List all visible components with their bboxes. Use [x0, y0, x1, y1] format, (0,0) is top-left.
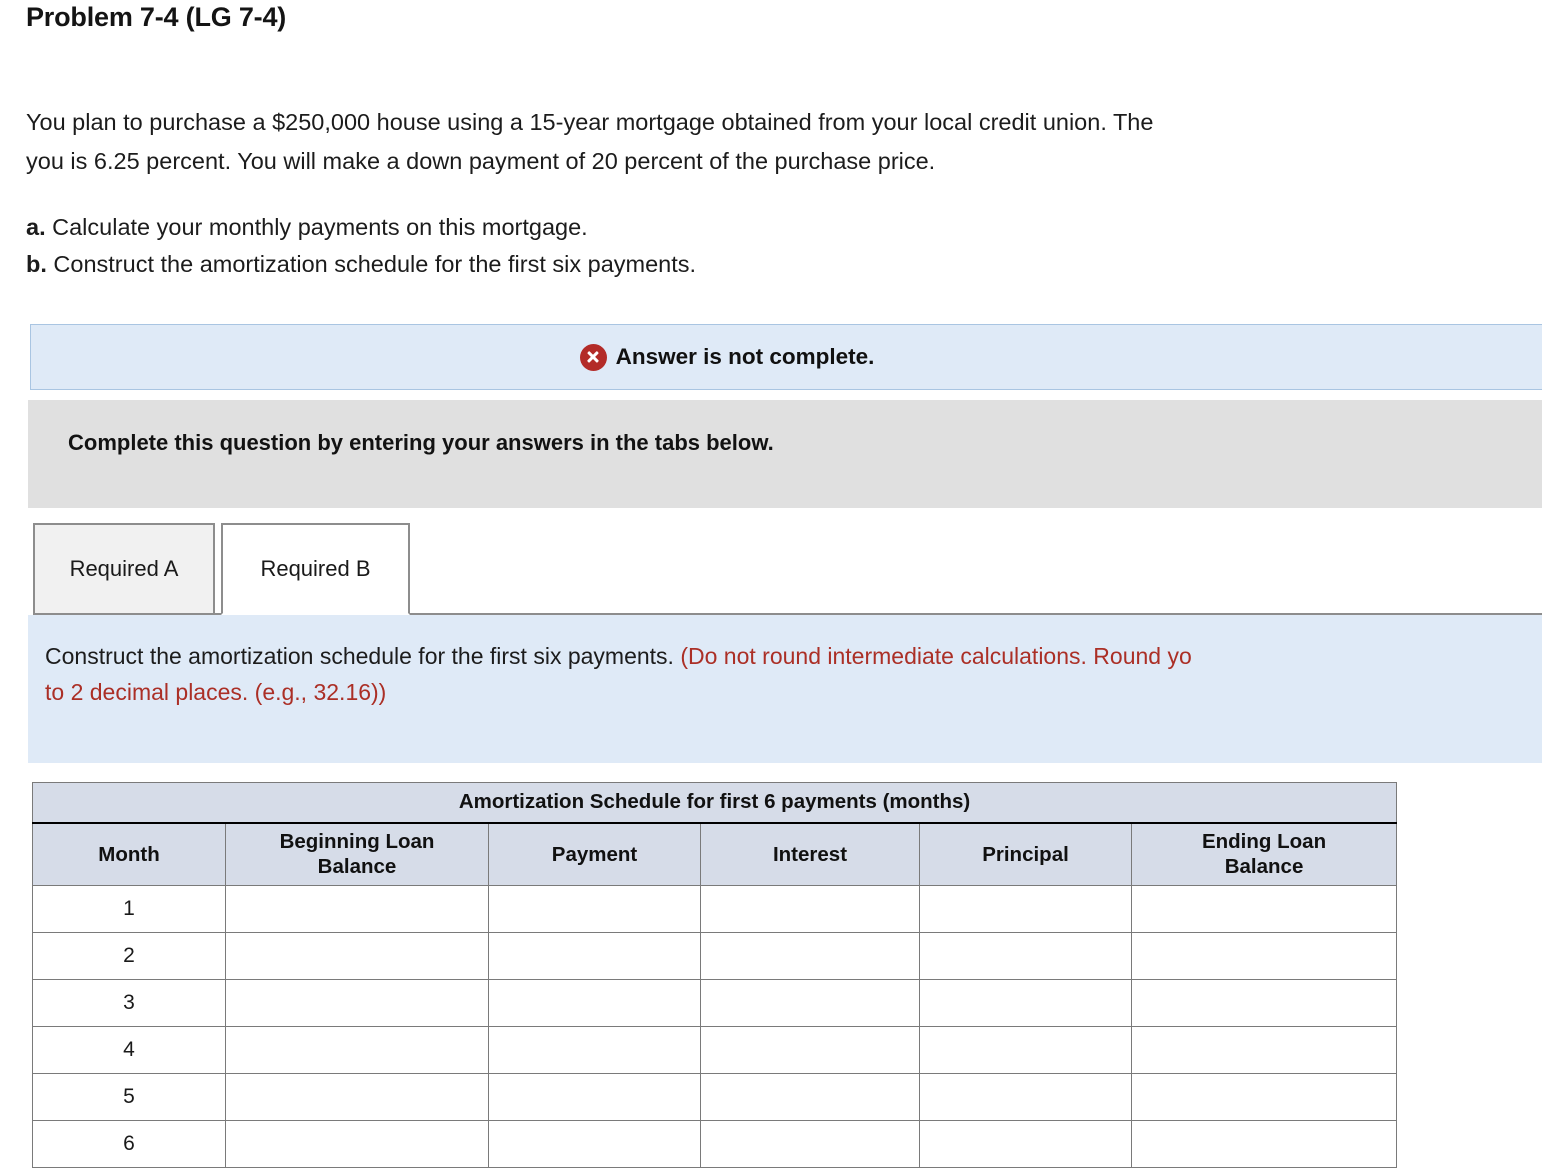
- requirement-panel-prompt: Construct the amortization schedule for …: [45, 643, 674, 669]
- input-interest[interactable]: [700, 1026, 920, 1074]
- tab-required-a[interactable]: Required A: [33, 523, 215, 615]
- column-header-ending-loan-balance-line-2: Balance: [1224, 855, 1304, 879]
- table-row: 1: [32, 885, 1398, 933]
- input-ending-balance[interactable]: [1130, 1120, 1398, 1168]
- input-payment[interactable]: [488, 979, 701, 1027]
- amortization-schedule-table: Amortization Schedule for first 6 paymen…: [31, 782, 1398, 1168]
- input-principal[interactable]: [919, 932, 1132, 980]
- requirement-item-b-text: Construct the amortization schedule for …: [53, 251, 697, 277]
- column-header-month-line-1: Month: [98, 842, 160, 866]
- table-header: Amortization Schedule for first 6 paymen…: [31, 782, 1398, 886]
- requirement-item-a-label: a.: [26, 214, 46, 240]
- input-ending-balance[interactable]: [1130, 885, 1398, 933]
- column-header-ending-loan-balance: Ending Loan Balance: [1130, 822, 1398, 886]
- column-header-principal: Principal: [919, 822, 1132, 886]
- cell-month: 2: [32, 932, 226, 980]
- table-row: 4: [32, 1026, 1398, 1074]
- input-principal[interactable]: [919, 1026, 1132, 1074]
- status-banner: Answer is not complete.: [30, 324, 1542, 390]
- column-header-interest-line-1: Interest: [772, 842, 848, 866]
- input-beginning-balance[interactable]: [225, 1073, 489, 1121]
- requirement-panel-line-2: to 2 decimal places. (e.g., 32.16)): [45, 674, 1542, 710]
- requirement-item-b: b. Construct the amortization schedule f…: [26, 246, 696, 283]
- input-principal[interactable]: [919, 885, 1132, 933]
- input-beginning-balance[interactable]: [225, 885, 489, 933]
- cell-month: 3: [32, 979, 226, 1027]
- input-payment[interactable]: [488, 932, 701, 980]
- table-caption-row: Amortization Schedule for first 6 paymen…: [31, 782, 1398, 824]
- input-interest[interactable]: [700, 1120, 920, 1168]
- tab-bar: Required A Required B: [0, 523, 1542, 615]
- input-interest[interactable]: [700, 979, 920, 1027]
- tab-required-a-label: Required A: [69, 556, 179, 581]
- requirement-panel-text: Construct the amortization schedule for …: [45, 638, 1542, 710]
- column-header-ending-loan-balance-line-1: Ending Loan: [1201, 830, 1327, 854]
- table-row: 3: [32, 979, 1398, 1027]
- input-principal[interactable]: [919, 979, 1132, 1027]
- problem-requirements-list: a. Calculate your monthly payments on th…: [26, 209, 696, 283]
- tab-baseline: [33, 613, 1542, 615]
- table-body: 1 2 3: [32, 885, 1398, 1168]
- input-payment[interactable]: [488, 1073, 701, 1121]
- column-header-interest: Interest: [700, 822, 920, 886]
- input-payment[interactable]: [488, 1026, 701, 1074]
- input-ending-balance[interactable]: [1130, 1026, 1398, 1074]
- input-payment[interactable]: [488, 1120, 701, 1168]
- input-ending-balance[interactable]: [1130, 932, 1398, 980]
- table-row: 6: [32, 1120, 1398, 1168]
- input-beginning-balance[interactable]: [225, 1026, 489, 1074]
- input-interest[interactable]: [700, 932, 920, 980]
- instruction-bar: Complete this question by entering your …: [28, 400, 1542, 508]
- cell-month: 1: [32, 885, 226, 933]
- input-principal[interactable]: [919, 1073, 1132, 1121]
- problem-statement-line-1: You plan to purchase a $250,000 house us…: [26, 109, 1154, 135]
- input-interest[interactable]: [700, 1073, 920, 1121]
- column-header-beginning-loan-balance-line-2: Balance: [317, 855, 397, 879]
- requirement-panel-note-part-2: to 2 decimal places. (e.g., 32.16)): [45, 679, 387, 705]
- column-header-payment-line-1: Payment: [551, 842, 638, 866]
- table-row: 5: [32, 1073, 1398, 1121]
- table-caption: Amortization Schedule for first 6 paymen…: [31, 782, 1398, 824]
- problem-statement: You plan to purchase a $250,000 house us…: [26, 103, 1542, 181]
- table-column-header-row: Month Beginning Loan Balance Payment Int…: [32, 822, 1398, 886]
- table-row: 2: [32, 932, 1398, 980]
- column-header-month: Month: [32, 822, 226, 886]
- requirement-item-a-text: Calculate your monthly payments on this …: [52, 214, 588, 240]
- cell-month: 5: [32, 1073, 226, 1121]
- requirement-item-b-label: b.: [26, 251, 47, 277]
- input-ending-balance[interactable]: [1130, 979, 1398, 1027]
- requirement-panel-note-part-1: (Do not round intermediate calculations.…: [680, 643, 1192, 669]
- problem-statement-line-2: you is 6.25 percent. You will make a dow…: [26, 148, 936, 174]
- cell-month: 6: [32, 1120, 226, 1168]
- page-title: Problem 7-4 (LG 7-4): [26, 2, 287, 32]
- input-principal[interactable]: [919, 1120, 1132, 1168]
- column-header-beginning-loan-balance: Beginning Loan Balance: [225, 822, 489, 886]
- error-circle-x-icon: [579, 343, 607, 371]
- requirement-panel-line-1: Construct the amortization schedule for …: [45, 638, 1542, 674]
- requirement-panel: Construct the amortization schedule for …: [28, 615, 1542, 763]
- cell-month: 4: [32, 1026, 226, 1074]
- input-payment[interactable]: [488, 885, 701, 933]
- input-beginning-balance[interactable]: [225, 979, 489, 1027]
- requirement-item-a: a. Calculate your monthly payments on th…: [26, 209, 696, 246]
- tab-required-b[interactable]: Required B: [221, 523, 410, 615]
- column-header-beginning-loan-balance-line-1: Beginning Loan: [279, 830, 435, 854]
- input-beginning-balance[interactable]: [225, 932, 489, 980]
- column-header-principal-line-1: Principal: [982, 842, 1069, 866]
- input-ending-balance[interactable]: [1130, 1073, 1398, 1121]
- input-beginning-balance[interactable]: [225, 1120, 489, 1168]
- input-interest[interactable]: [700, 885, 920, 933]
- column-header-payment: Payment: [488, 822, 701, 886]
- status-banner-content: Answer is not complete.: [579, 343, 875, 371]
- tab-required-b-label: Required B: [260, 556, 371, 581]
- instruction-bar-text: Complete this question by entering your …: [68, 430, 774, 455]
- status-badge: Answer is not complete.: [615, 344, 875, 369]
